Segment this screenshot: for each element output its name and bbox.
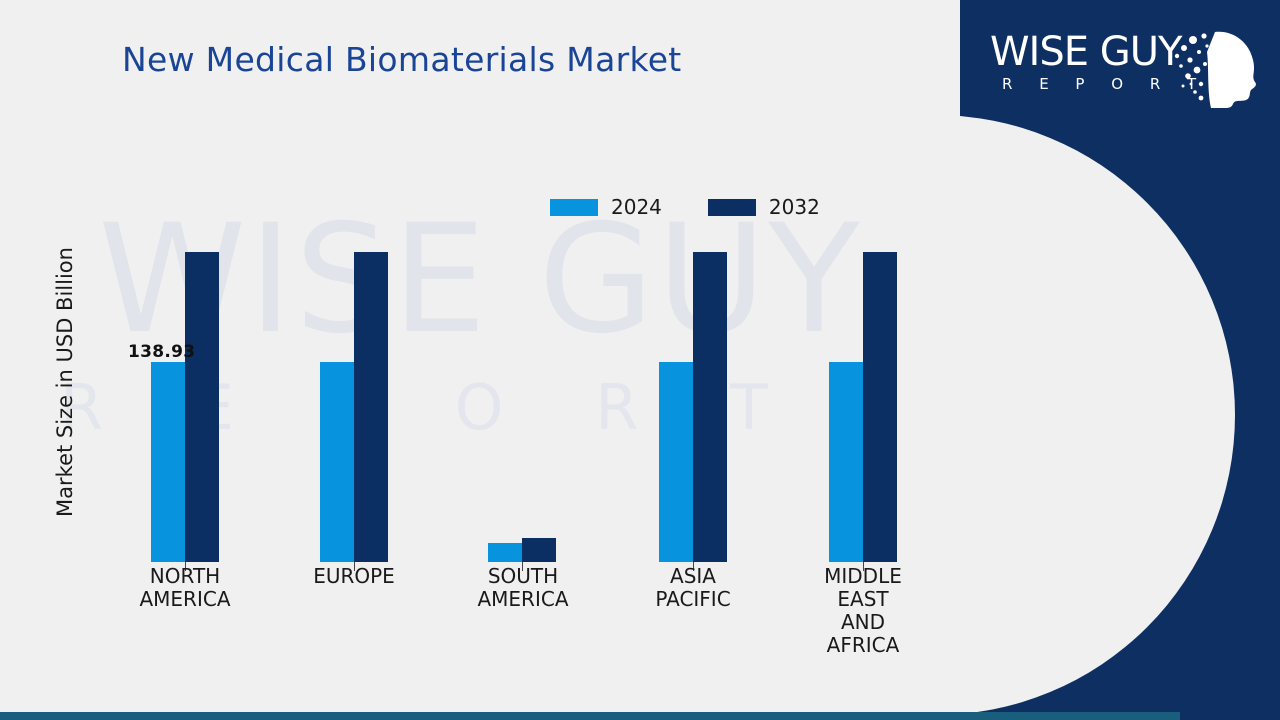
bar-group-asia-pacific bbox=[659, 200, 727, 571]
category-label-middle-east-and-africa: MIDDLE EAST AND AFRICA bbox=[778, 565, 948, 657]
legend-swatch-2024-icon bbox=[550, 198, 598, 216]
category-label-south-america: SOUTH AMERICA bbox=[438, 565, 608, 611]
bar-value-north-america-2024: 138.93 bbox=[128, 342, 196, 362]
bar-north-america-2032[interactable] bbox=[185, 252, 219, 562]
page-title: New Medical Biomaterials Market bbox=[122, 40, 682, 79]
chart-panel: WISE GUY R E P O R T S New Medical Bioma… bbox=[53, 40, 940, 665]
bar-south-america-2032[interactable] bbox=[522, 538, 556, 562]
bottom-accent-strip bbox=[0, 712, 1180, 720]
bar-europe-2032[interactable] bbox=[354, 252, 388, 562]
category-line: AND bbox=[840, 610, 886, 634]
tick-south-america bbox=[522, 562, 523, 571]
tick-middle-east-and-africa bbox=[863, 562, 864, 571]
legend-item-2024[interactable]: 2024 bbox=[550, 195, 662, 219]
plot-area: 138.93 bbox=[95, 200, 940, 571]
bar-europe-2024[interactable] bbox=[320, 362, 354, 562]
legend-swatch-2032-icon bbox=[707, 198, 756, 216]
bottom-accent-strip-right bbox=[1180, 712, 1280, 720]
tick-north-america bbox=[185, 562, 186, 571]
category-line: SOUTH bbox=[487, 564, 559, 588]
category-line: MIDDLE bbox=[824, 564, 902, 588]
category-label-asia-pacific: ASIA PACIFIC bbox=[608, 565, 778, 611]
y-axis-label: Market Size in USD Billion bbox=[53, 247, 77, 517]
bar-asia-pacific-2024[interactable] bbox=[659, 362, 693, 562]
category-line: EAST bbox=[837, 587, 889, 611]
category-line: NORTH bbox=[149, 564, 221, 588]
category-line: PACIFIC bbox=[655, 587, 731, 611]
bar-middle-east-and-africa-2032[interactable] bbox=[863, 252, 897, 562]
brand-panel: WISE GUY R E P O R T S bbox=[960, 0, 1280, 712]
category-line: AMERICA bbox=[139, 587, 231, 611]
category-label-north-america: NORTH AMERICA bbox=[100, 565, 270, 611]
category-line: EUROPE bbox=[313, 564, 395, 588]
legend-item-2032[interactable]: 2032 bbox=[707, 195, 820, 219]
chart-legend: 2024 2032 bbox=[550, 195, 820, 219]
tick-asia-pacific bbox=[693, 562, 694, 571]
x-axis-categories: NORTH AMERICA EUROPE SOUTH AMERICA ASIA … bbox=[95, 565, 940, 665]
bar-north-america-2024[interactable] bbox=[151, 362, 185, 562]
brand-logo[interactable]: WISE GUY R E P O R T S bbox=[990, 29, 1256, 110]
bar-south-america-2024[interactable] bbox=[488, 543, 522, 562]
brand-logo-subtext: R E P O R T S bbox=[1002, 75, 1244, 93]
legend-label-2024: 2024 bbox=[611, 195, 662, 219]
category-label-europe: EUROPE bbox=[269, 565, 439, 588]
molecule-dots-pattern-icon bbox=[960, 150, 1050, 590]
bar-asia-pacific-2032[interactable] bbox=[693, 252, 727, 562]
head-profile-icon bbox=[1174, 31, 1256, 108]
bar-group-middle-east-and-africa bbox=[829, 200, 897, 571]
bar-middle-east-and-africa-2024[interactable] bbox=[829, 362, 863, 562]
legend-label-2032: 2032 bbox=[768, 195, 820, 219]
category-line: AFRICA bbox=[826, 633, 900, 657]
tick-europe bbox=[354, 562, 355, 571]
category-line: ASIA bbox=[670, 564, 716, 588]
bar-group-europe bbox=[320, 200, 388, 571]
category-line: AMERICA bbox=[477, 587, 569, 611]
bar-group-south-america bbox=[488, 200, 556, 571]
bar-group-north-america bbox=[151, 200, 219, 571]
brand-logo-wordmark: WISE GUY bbox=[990, 29, 1182, 75]
